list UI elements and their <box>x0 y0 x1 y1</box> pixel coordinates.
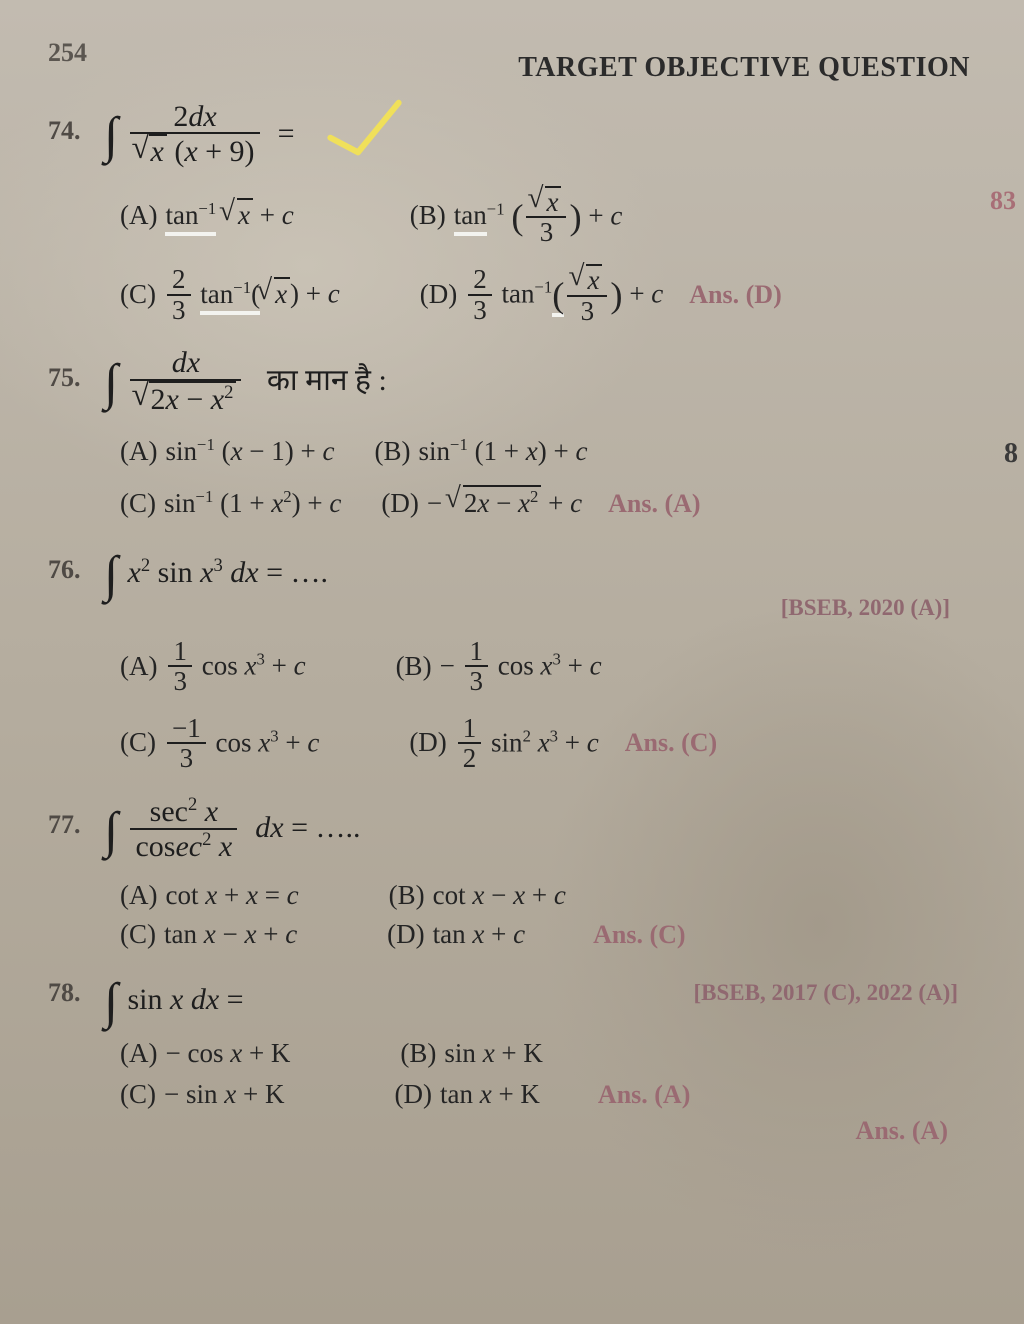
option-a: (A) 13 cos x3 + c <box>120 639 306 698</box>
source-tag: [BSEB, 2020 (A)] <box>48 595 950 621</box>
header-title: TARGET OBJECTIVE QUESTION <box>48 52 970 84</box>
answer-label: Ans. (A) <box>608 489 700 519</box>
options: (A)cot x + x = c (B)cot x − x + c (C)tan… <box>120 880 970 950</box>
option-d: (D) 12 sin2 x3 + c Ans. (C) <box>409 716 717 775</box>
option-c: (C) −13 cos x3 + c <box>120 716 319 775</box>
answer-label: Ans. (C) <box>625 728 717 758</box>
margin-text-83: 83 <box>990 186 1016 216</box>
question-number: 77. <box>48 810 90 840</box>
option-c: (C)sin−1 (1 + x2) + c <box>120 487 341 519</box>
option-b: (B)cot x − x + c <box>389 880 566 911</box>
question-75: 75. ∫ dx 2x − x2 का मान है : (A)sin−1 (x… <box>48 345 970 519</box>
question-stem: ∫ 2dx x (x + 9) = <box>104 98 294 170</box>
option-d: (D) 23 tan−1(x3) + c Ans. (D) <box>420 266 782 327</box>
page: 254 TARGET OBJECTIVE QUESTION 83 8 74. ∫… <box>0 0 1024 1170</box>
option-c: (C)− sin x + K <box>120 1079 284 1110</box>
option-a: (A)cot x + x = c <box>120 880 299 911</box>
options: (A)sin−1 (x − 1) + c (B)sin−1 (1 + x) + … <box>120 435 970 519</box>
options: (A) tan−1 x + c (B) tan−1 (x3) + c (C) 2… <box>120 188 970 327</box>
options: (A)− cos x + K (B)sin x + K (C)− sin x +… <box>120 1038 970 1146</box>
answer-label: Ans. (A) <box>598 1080 690 1110</box>
question-stem: ∫ dx 2x − x2 का मान है : <box>104 345 387 417</box>
question-76: 76. ∫ x2 sin x3 dx = …. [BSEB, 2020 (A)]… <box>48 537 970 774</box>
answer-label: Ans. (C) <box>593 920 685 950</box>
options: (A) 13 cos x3 + c (B) − 13 cos x3 + c (C… <box>120 639 970 774</box>
question-74: 74. ∫ 2dx x (x + 9) = (A) tan−1 x + c (B… <box>48 98 970 327</box>
question-stem: ∫ sin x dx = <box>104 964 244 1022</box>
option-b: (B)sin x + K <box>400 1038 542 1069</box>
option-b: (B) − 13 cos x3 + c <box>396 639 602 698</box>
option-c: (C) 23 tan−1(x) + c <box>120 267 340 326</box>
option-a: (A)sin−1 (x − 1) + c <box>120 435 334 467</box>
option-d: (D)tan x + c Ans. (C) <box>387 919 685 950</box>
question-77: 77. ∫ sec2 x cosec2 x dx = ….. (A)cot x … <box>48 792 970 950</box>
option-a: (A) tan−1 x + c <box>120 198 294 236</box>
answer-label: Ans. (D) <box>689 280 781 310</box>
option-a: (A)− cos x + K <box>120 1038 290 1069</box>
answer-label-2: Ans. (A) <box>856 1116 948 1145</box>
question-stem: ∫ x2 sin x3 dx = …. <box>104 537 328 595</box>
question-stem: ∫ sec2 x cosec2 x dx = ….. <box>104 792 361 864</box>
option-b: (B)sin−1 (1 + x) + c <box>374 435 587 467</box>
question-number: 75. <box>48 363 90 393</box>
question-78: 78. ∫ sin x dx = [BSEB, 2017 (C), 2022 (… <box>48 964 970 1146</box>
question-number: 76. <box>48 555 90 585</box>
option-b: (B) tan−1 (x3) + c <box>410 188 623 249</box>
question-number: 74. <box>48 116 90 146</box>
question-number: 78. <box>48 978 90 1008</box>
margin-text-8: 8 <box>1004 438 1018 470</box>
source-tag: [BSEB, 2017 (C), 2022 (A)] <box>694 980 959 1006</box>
option-d: (D)tan x + K Ans. (A) <box>394 1079 690 1110</box>
option-d: (D)− 2x − x2 + c Ans. (A) <box>381 485 700 519</box>
option-c: (C)tan x − x + c <box>120 919 297 950</box>
